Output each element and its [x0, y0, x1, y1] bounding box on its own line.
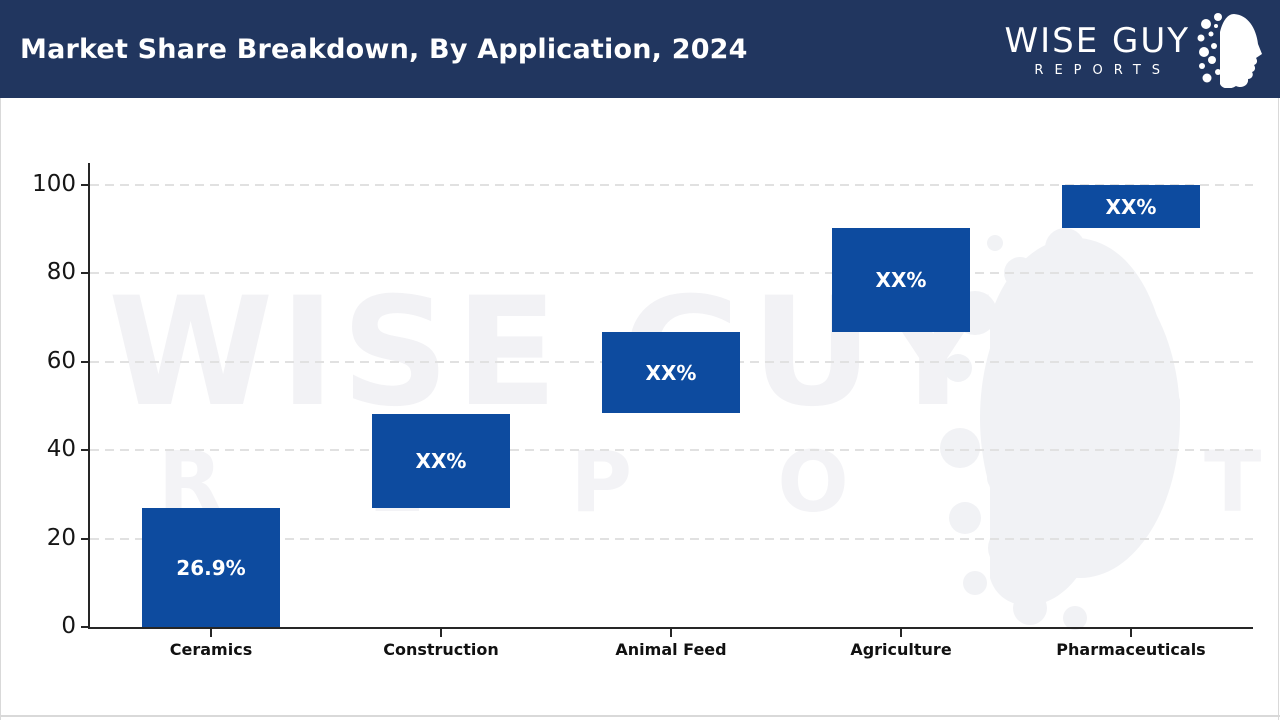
x-tick-1: [440, 629, 442, 637]
bar-value-label: XX%: [1105, 194, 1157, 219]
y-tick-label-100: 100: [32, 171, 76, 197]
frame-right-line: [1278, 98, 1279, 720]
brand-logo: WISE GUY REPORTS: [1004, 10, 1262, 88]
y-axis-line: [88, 163, 90, 629]
bar-ceramics: 26.9%: [142, 508, 280, 627]
x-tick-2: [670, 629, 672, 637]
y-tick-label-20: 20: [46, 524, 76, 551]
gridline-100: [90, 184, 1253, 186]
x-tick-4: [1130, 629, 1132, 637]
header-bar: Market Share Breakdown, By Application, …: [0, 0, 1280, 98]
y-tick-label-40: 40: [46, 436, 76, 463]
x-tick-label-0: Ceramics: [169, 640, 253, 659]
gridline-20: [90, 537, 1253, 540]
logo-wiseguy-label: WISE GUY: [1004, 20, 1190, 61]
page-title: Market Share Breakdown, By Application, …: [20, 33, 748, 65]
y-tick-label-80: 80: [46, 259, 76, 286]
gridline-40: [90, 449, 1253, 452]
y-tick-40: [81, 449, 90, 452]
y-tick-label-0: 0: [61, 613, 76, 639]
logo-reports-label: REPORTS: [1034, 62, 1172, 78]
y-tick-0: [81, 626, 90, 628]
frame-left-line: [0, 98, 1, 720]
x-tick-label-3: Agriculture: [850, 640, 952, 659]
bar-animal-feed: XX%: [602, 332, 740, 414]
y-tick-label-60: 60: [46, 347, 76, 374]
logo-face-icon: [1197, 13, 1262, 88]
x-tick-label-4: Pharmaceuticals: [1056, 640, 1206, 659]
bar-value-label: XX%: [875, 268, 927, 293]
y-tick-60: [81, 360, 90, 363]
x-tick-label-1: Construction: [383, 640, 499, 659]
bar-value-label: XX%: [645, 360, 697, 385]
bar-agriculture: XX%: [832, 228, 970, 333]
bar-pharmaceuticals: XX%: [1062, 185, 1200, 229]
x-tick-0: [210, 629, 212, 637]
frame-bottom-line: [0, 715, 1280, 717]
y-tick-20: [81, 537, 90, 540]
x-tick-label-2: Animal Feed: [615, 640, 727, 659]
bar-value-label: XX%: [415, 448, 467, 473]
x-tick-3: [900, 629, 902, 637]
x-axis-line: [88, 627, 1253, 629]
y-tick-80: [81, 272, 90, 275]
bar-value-label: 26.9%: [176, 555, 246, 580]
y-tick-100: [81, 184, 90, 186]
watermark-face-icon: [940, 228, 1180, 630]
bar-construction: XX%: [372, 413, 510, 509]
gridline-80: [90, 272, 1253, 275]
